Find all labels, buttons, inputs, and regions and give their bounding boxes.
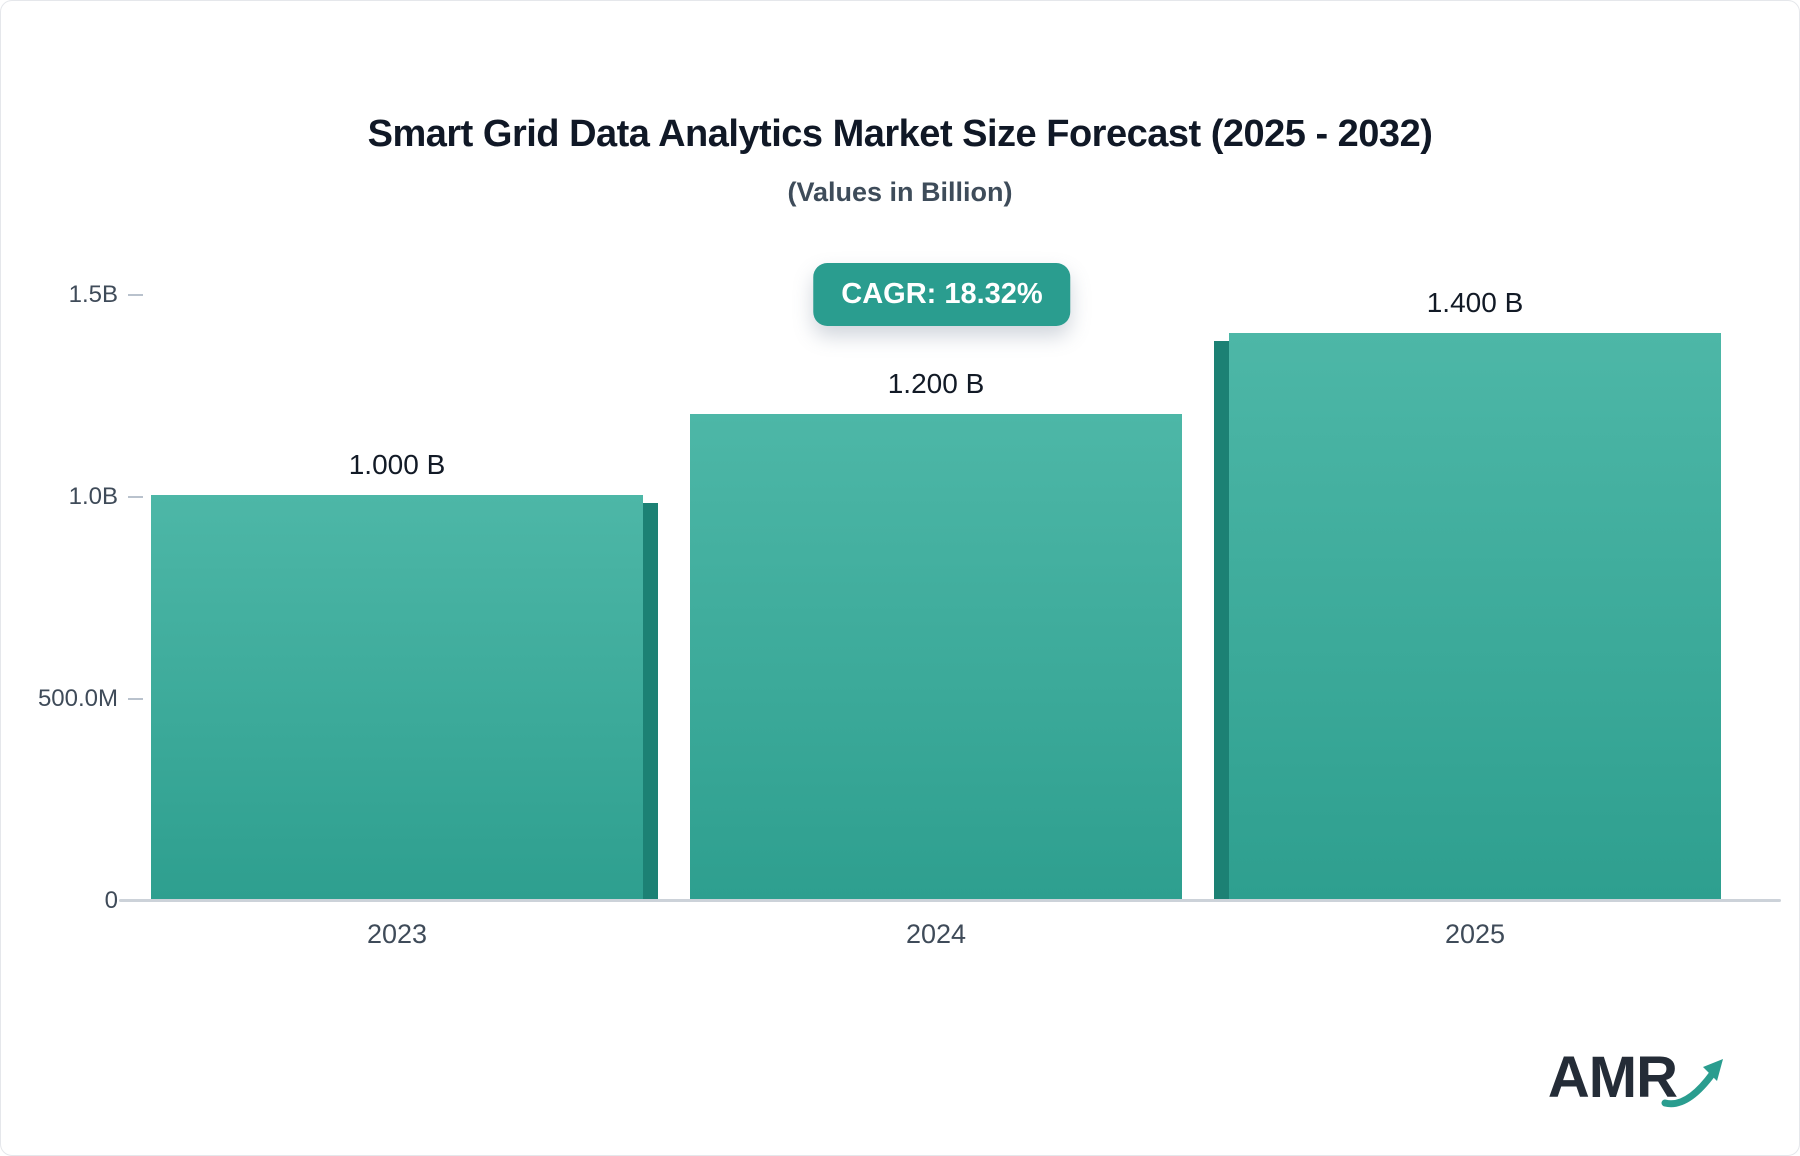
y-tick-mark xyxy=(128,294,143,296)
amr-logo: AMR xyxy=(1547,1045,1729,1110)
bar-2025 xyxy=(1214,333,1721,899)
y-tick-mark xyxy=(128,496,143,498)
bar-value-label-2023: 1.000 B xyxy=(348,449,446,480)
y-tick-1-5b: 1.5B xyxy=(1,281,143,309)
x-axis-line xyxy=(119,899,1781,902)
logo-text: AMR xyxy=(1547,1045,1678,1110)
x-tick-label-2024: 2024 xyxy=(905,919,967,949)
chart-subtitle: (Values in Billion) xyxy=(787,177,1013,207)
y-tick-label: 1.5B xyxy=(68,281,118,308)
bar-group-2023: 1.000 B 2023 xyxy=(151,449,658,949)
chart-title: Smart Grid Data Analytics Market Size Fo… xyxy=(367,113,1433,155)
bar-2024 xyxy=(690,414,1182,899)
cagr-badge: CAGR: 18.32% xyxy=(813,263,1071,326)
bar-group-2025: 1.400 B 2025 xyxy=(1214,287,1721,949)
bar-value-label-2025: 1.400 B xyxy=(1426,287,1524,318)
y-tick-label: 500.0M xyxy=(37,685,118,712)
y-tick-label: 0 xyxy=(104,887,118,914)
x-tick-label-2025: 2025 xyxy=(1444,919,1506,949)
bar-2023 xyxy=(151,495,658,899)
logo-arrow-icon xyxy=(1661,1059,1723,1108)
bar-group-2024: 1.200 B 2024 xyxy=(690,368,1182,949)
y-tick-500m: 500.0M xyxy=(1,685,143,713)
x-tick-label-2023: 2023 xyxy=(366,919,428,949)
y-tick-mark xyxy=(128,698,143,700)
y-tick-label: 1.0B xyxy=(68,483,118,510)
y-tick-1-0b: 1.0B xyxy=(1,483,143,511)
bar-value-label-2024: 1.200 B xyxy=(887,368,985,399)
